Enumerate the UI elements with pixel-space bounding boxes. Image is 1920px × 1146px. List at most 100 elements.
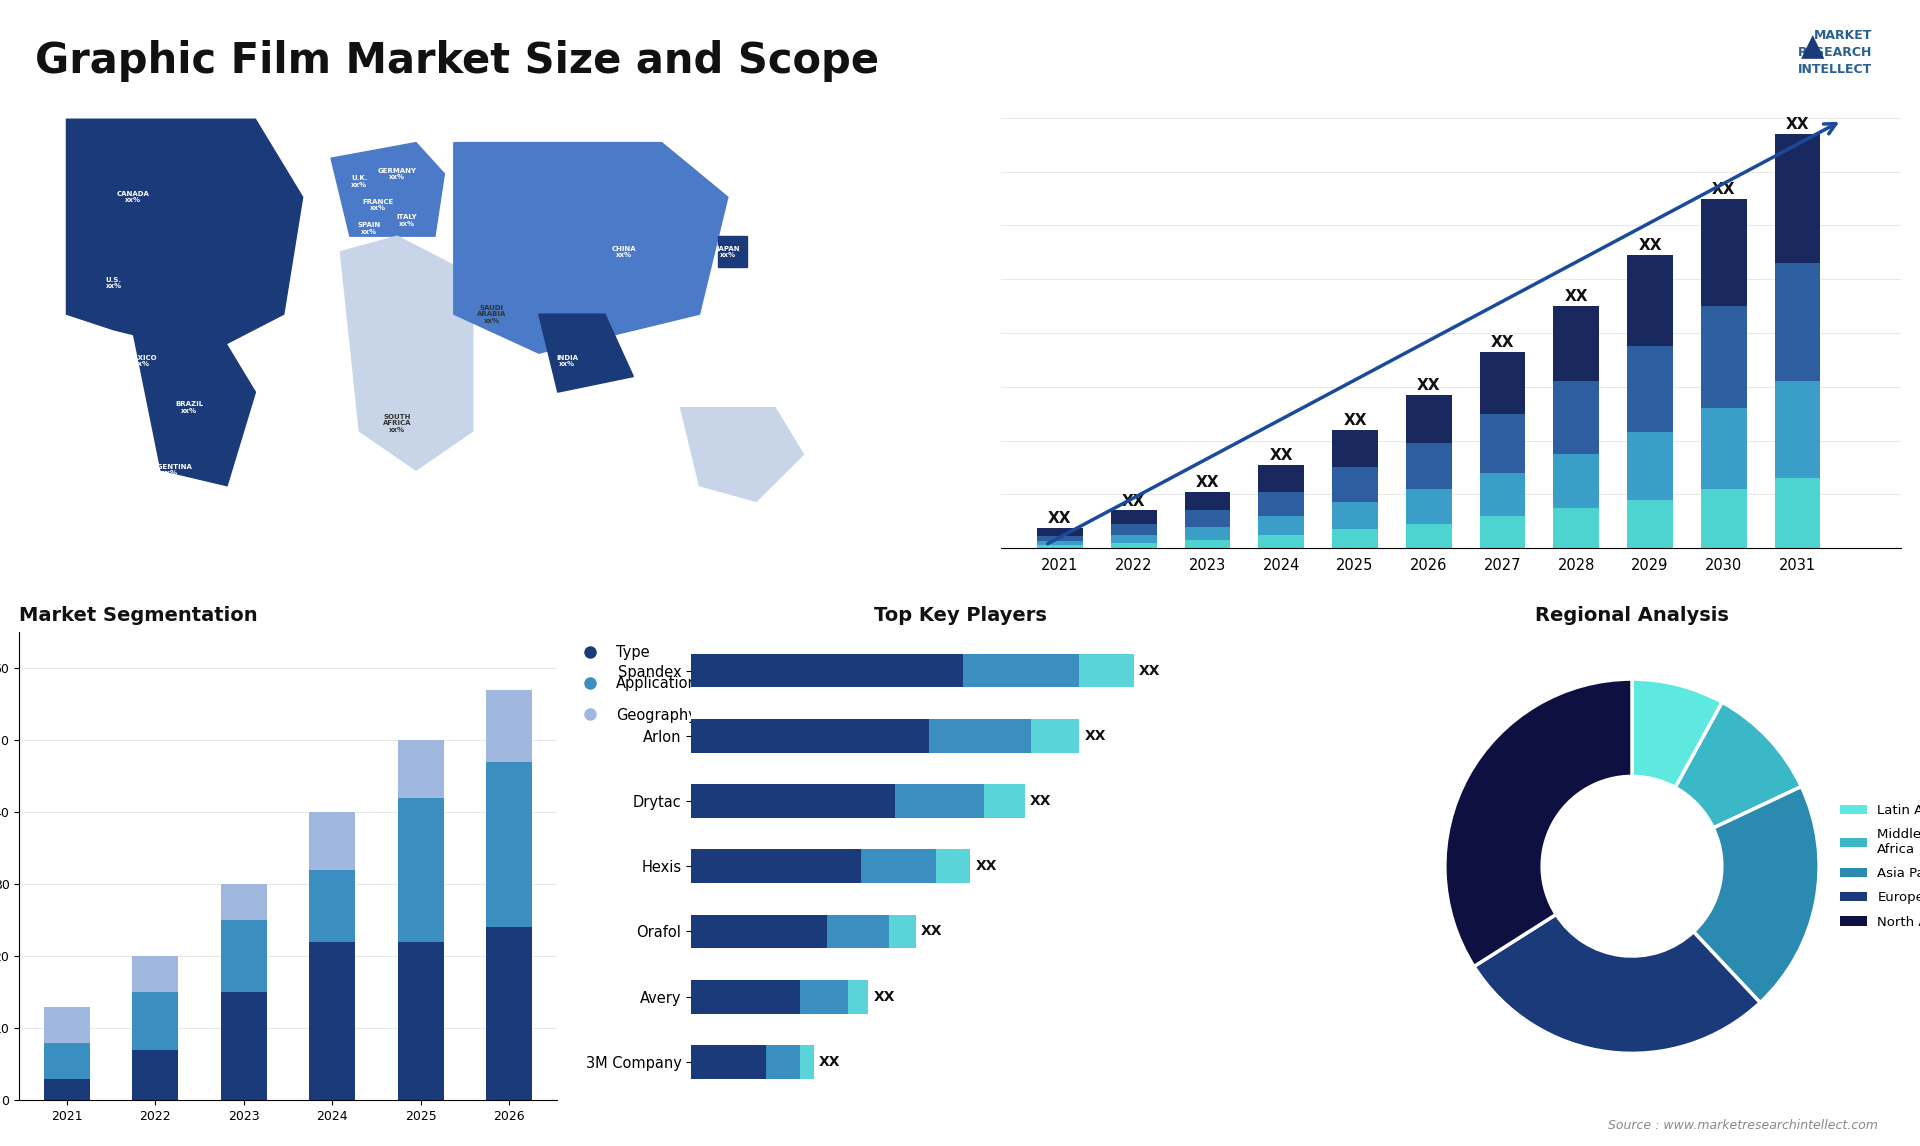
Bar — [1037, 541, 1083, 545]
Bar — [1774, 478, 1820, 548]
Bar — [1480, 516, 1524, 548]
Bar — [486, 927, 532, 1100]
Bar — [828, 915, 889, 949]
Bar — [1480, 473, 1524, 516]
Bar — [1774, 382, 1820, 478]
Bar — [1031, 719, 1079, 753]
Text: FRANCE
xx%: FRANCE xx% — [363, 198, 394, 211]
Bar — [44, 1043, 90, 1078]
Bar — [1553, 306, 1599, 382]
Bar — [132, 956, 179, 992]
Bar — [691, 719, 929, 753]
Bar — [1332, 468, 1379, 502]
Bar — [1332, 430, 1379, 468]
Text: ITALY
xx%: ITALY xx% — [396, 214, 417, 227]
Bar — [766, 1045, 801, 1078]
Bar — [1553, 508, 1599, 548]
Bar — [1037, 545, 1083, 548]
Text: SAUDI
ARABIA
xx%: SAUDI ARABIA xx% — [476, 305, 507, 323]
Text: INDIA
xx%: INDIA xx% — [557, 355, 578, 367]
Bar — [1258, 516, 1304, 535]
Bar — [1774, 134, 1820, 264]
Bar — [397, 798, 444, 942]
Polygon shape — [67, 119, 303, 353]
Bar — [1112, 524, 1156, 535]
Text: U.S.
xx%: U.S. xx% — [106, 276, 121, 289]
Bar — [1185, 526, 1231, 540]
Bar — [1626, 432, 1672, 500]
Bar — [1405, 489, 1452, 524]
Bar — [1258, 465, 1304, 492]
Text: MARKET
RESEARCH
INTELLECT: MARKET RESEARCH INTELLECT — [1797, 29, 1872, 76]
Text: XX: XX — [922, 925, 943, 939]
Bar — [1405, 524, 1452, 548]
Bar — [937, 849, 970, 884]
Bar — [221, 920, 267, 992]
Bar — [1701, 198, 1747, 306]
Title: Top Key Players: Top Key Players — [874, 606, 1046, 626]
Bar — [964, 653, 1079, 688]
Bar — [1626, 500, 1672, 548]
Bar — [895, 784, 983, 818]
Bar — [691, 915, 828, 949]
Bar — [132, 992, 179, 1050]
Polygon shape — [680, 408, 803, 501]
Text: XX: XX — [1269, 448, 1292, 463]
Text: U.K.
xx%: U.K. xx% — [351, 175, 367, 188]
Bar — [1258, 492, 1304, 516]
Text: ▲: ▲ — [1801, 32, 1824, 61]
Polygon shape — [566, 197, 680, 314]
Bar — [44, 1078, 90, 1100]
Bar — [1079, 653, 1133, 688]
Text: XX: XX — [1139, 664, 1160, 677]
Bar — [1332, 502, 1379, 529]
Wedge shape — [1475, 915, 1761, 1053]
Bar — [1258, 535, 1304, 548]
Bar — [691, 849, 862, 884]
Bar — [1626, 346, 1672, 432]
Bar — [1701, 306, 1747, 408]
Text: ARGENTINA
xx%: ARGENTINA xx% — [148, 464, 194, 477]
Bar — [1112, 535, 1156, 543]
Bar — [983, 784, 1025, 818]
Text: XX: XX — [1713, 182, 1736, 197]
Bar — [1112, 543, 1156, 548]
Text: CHINA
xx%: CHINA xx% — [612, 245, 636, 258]
Text: XX: XX — [1196, 474, 1219, 490]
Bar — [1480, 414, 1524, 473]
Text: XX: XX — [874, 990, 895, 1004]
Bar — [691, 653, 964, 688]
Bar — [486, 690, 532, 762]
Text: Graphic Film Market Size and Scope: Graphic Film Market Size and Scope — [35, 40, 879, 83]
Text: XX: XX — [1048, 511, 1071, 526]
Bar — [849, 980, 868, 1014]
Bar — [132, 1050, 179, 1100]
Text: XX: XX — [820, 1055, 841, 1069]
Wedge shape — [1693, 786, 1818, 1003]
Text: SPAIN
xx%: SPAIN xx% — [357, 222, 380, 235]
Text: XX: XX — [1417, 378, 1440, 393]
Wedge shape — [1446, 680, 1632, 966]
Text: SOUTH
AFRICA
xx%: SOUTH AFRICA xx% — [382, 414, 411, 433]
Bar — [397, 740, 444, 798]
Text: GERMANY
xx%: GERMANY xx% — [378, 167, 417, 180]
Bar — [1774, 264, 1820, 382]
Polygon shape — [540, 314, 634, 392]
Text: XX: XX — [1121, 494, 1146, 509]
Bar — [1626, 256, 1672, 346]
Bar — [309, 870, 355, 942]
Bar — [889, 915, 916, 949]
Bar — [221, 992, 267, 1100]
Bar — [691, 1045, 766, 1078]
Bar — [1553, 382, 1599, 454]
Text: XX: XX — [1490, 335, 1515, 351]
Text: XX: XX — [1565, 290, 1588, 305]
Bar — [1185, 492, 1231, 510]
Bar — [1112, 510, 1156, 524]
Text: XX: XX — [1786, 117, 1809, 133]
Bar — [1037, 535, 1083, 541]
Title: Regional Analysis: Regional Analysis — [1536, 606, 1728, 626]
Bar — [1405, 444, 1452, 489]
Polygon shape — [718, 236, 747, 267]
Bar — [44, 1006, 90, 1043]
